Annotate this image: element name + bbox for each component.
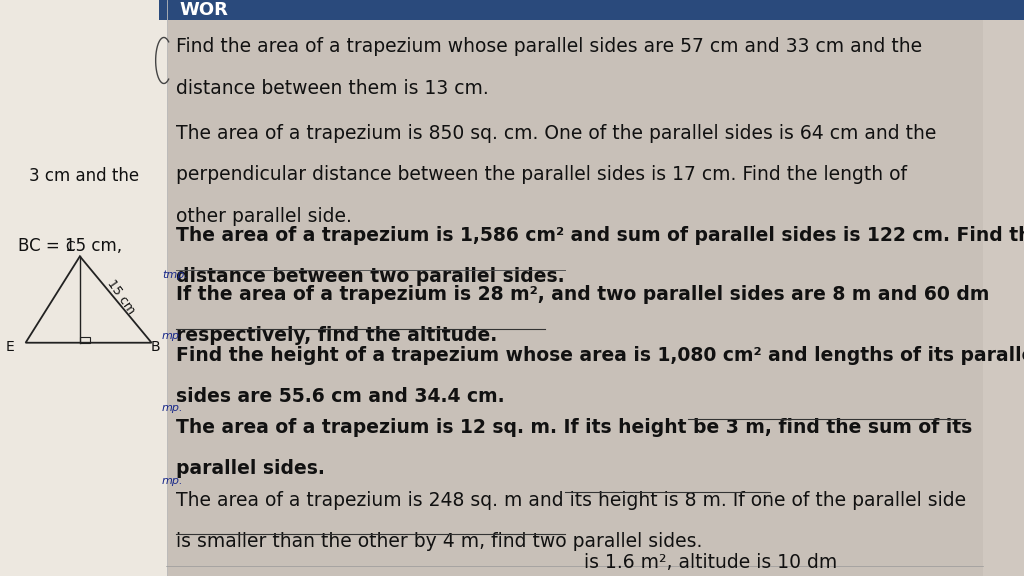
Text: perpendicular distance between the parallel sides is 17 cm. Find the length of: perpendicular distance between the paral… [176,165,907,184]
Text: BC = 15 cm,: BC = 15 cm, [17,237,122,255]
Text: tmp.: tmp. [162,270,187,280]
Text: other parallel side.: other parallel side. [176,207,352,226]
Text: The area of a trapezium is 248 sq. m and its height is 8 m. If one of the parall: The area of a trapezium is 248 sq. m and… [176,491,967,510]
Text: sides are 55.6 cm and 34.4 cm.: sides are 55.6 cm and 34.4 cm. [176,387,505,406]
Text: is smaller than the other by 4 m, find two parallel sides.: is smaller than the other by 4 m, find t… [176,532,702,551]
Text: respectively, find the altitude.: respectively, find the altitude. [176,326,498,345]
Text: C: C [65,240,75,253]
Text: The area of a trapezium is 850 sq. cm. One of the parallel sides is 64 cm and th: The area of a trapezium is 850 sq. cm. O… [176,124,937,143]
Bar [80,337,90,343]
Bar [983,0,1024,576]
Text: parallel sides.: parallel sides. [176,459,325,478]
Text: B: B [151,340,161,354]
Text: mp.: mp. [162,331,183,341]
Text: The area of a trapezium is 1,586 cm² and sum of parallel sides is 122 cm. Find t: The area of a trapezium is 1,586 cm² and… [176,226,1024,245]
Bar [0,0,167,576]
Text: 15 cm: 15 cm [104,277,137,316]
Text: The area of a trapezium is 12 sq. m. If its height be 3 m, find the sum of its: The area of a trapezium is 12 sq. m. If … [176,418,973,437]
Text: 3 cm and the: 3 cm and the [29,166,139,185]
Text: Find the area of a trapezium whose parallel sides are 57 cm and 33 cm and the: Find the area of a trapezium whose paral… [176,37,923,56]
Text: distance between two parallel sides.: distance between two parallel sides. [176,267,565,286]
Text: is 1.6 m², altitude is 10 dm: is 1.6 m², altitude is 10 dm [176,553,838,572]
Bar [159,0,1024,20]
Text: mp.: mp. [162,403,183,413]
Text: distance between them is 13 cm.: distance between them is 13 cm. [176,79,488,98]
Text: mp.: mp. [162,476,183,486]
Text: If the area of a trapezium is 28 m², and two parallel sides are 8 m and 60 dm: If the area of a trapezium is 28 m², and… [176,285,989,304]
Text: Find the height of a trapezium whose area is 1,080 cm² and lengths of its parall: Find the height of a trapezium whose are… [176,346,1024,365]
Text: WOR: WOR [179,1,228,19]
Text: E: E [6,340,14,354]
